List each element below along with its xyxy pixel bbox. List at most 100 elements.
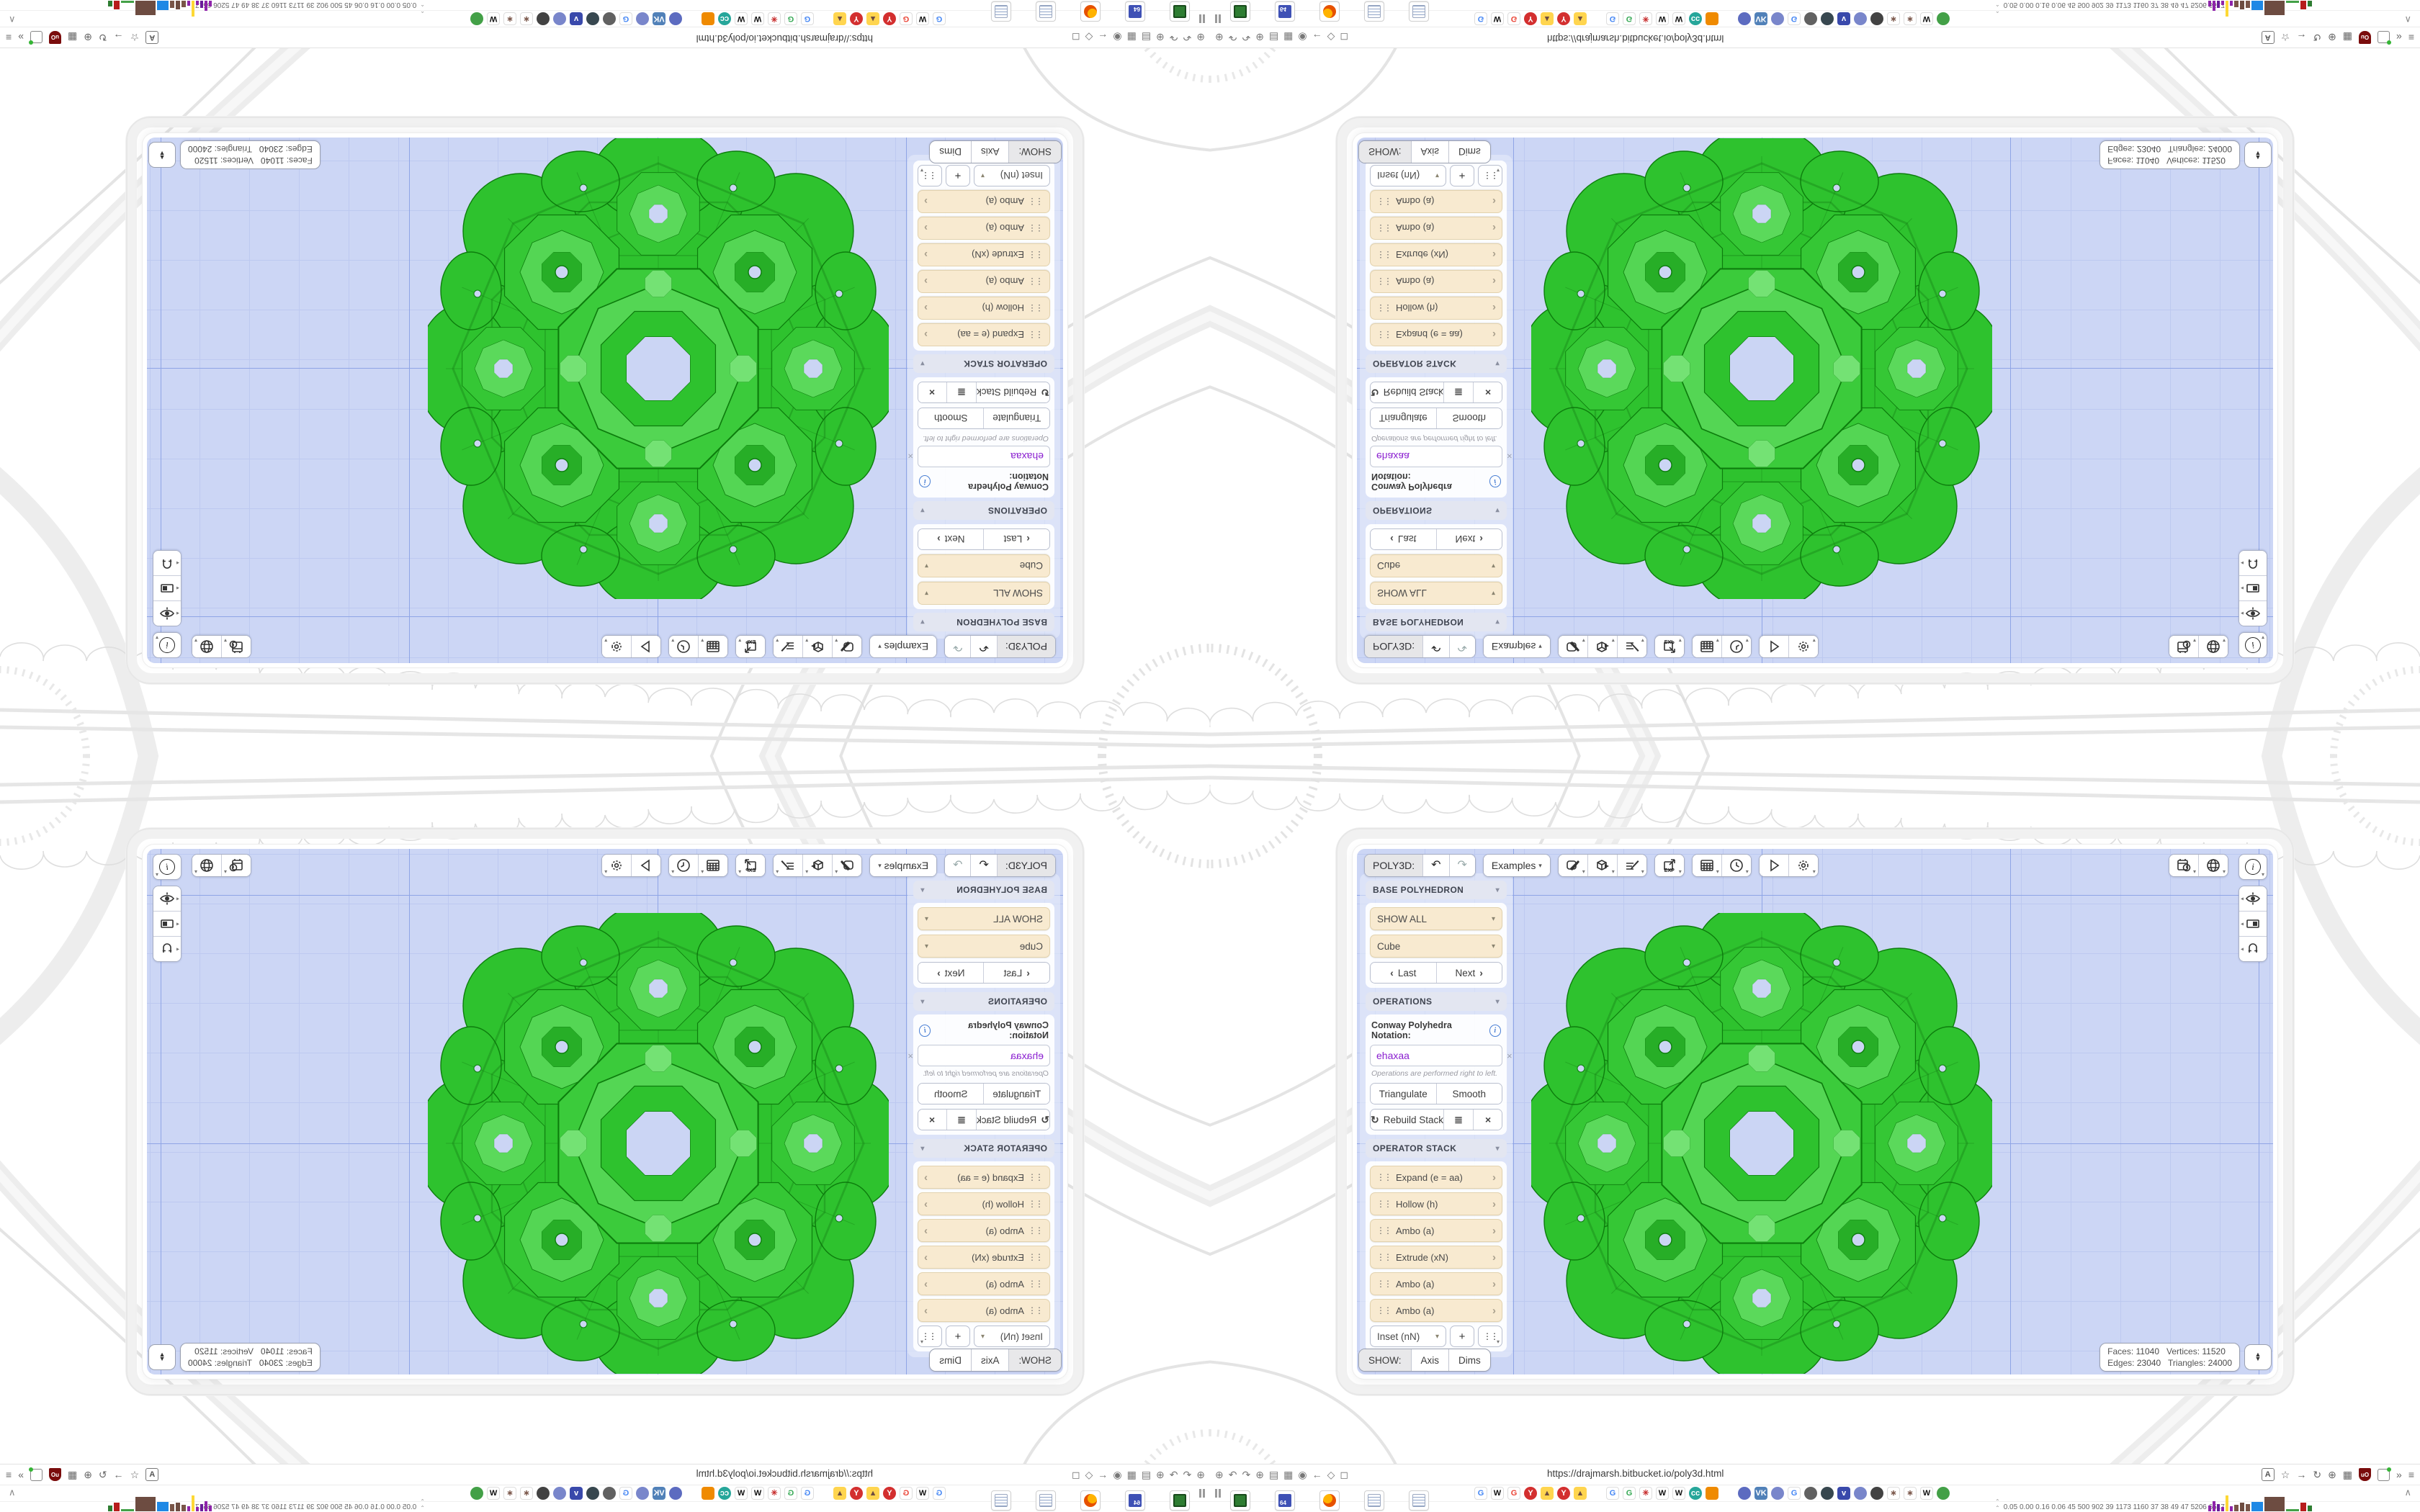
favicon[interactable]: [537, 12, 550, 25]
section-operator-stack[interactable]: OPERATOR STACK ▾: [913, 1139, 1054, 1158]
firefox-icon[interactable]: [1319, 1490, 1340, 1511]
favicon[interactable]: [669, 12, 682, 25]
bookmark-star-icon[interactable]: ☆: [130, 32, 140, 43]
info-icon[interactable]: i: [919, 1024, 931, 1037]
panel-toggle-button[interactable]: ◂: [2239, 911, 2267, 936]
nav-icon[interactable]: ◉: [1298, 32, 1307, 43]
clear-icon[interactable]: ×: [908, 1050, 913, 1061]
stack-list-button[interactable]: ≣: [946, 382, 977, 402]
drive-app-icon[interactable]: [1170, 1490, 1190, 1511]
export-button[interactable]: EXP ▾: [736, 855, 766, 876]
favicon[interactable]: v: [1837, 1487, 1850, 1500]
favicon[interactable]: VK: [1754, 12, 1767, 25]
favicon[interactable]: W: [1920, 12, 1933, 25]
dims-toggle[interactable]: Dims: [930, 141, 972, 163]
notation-input[interactable]: [913, 1050, 1044, 1061]
panel-toggle-button[interactable]: ◂: [153, 576, 181, 601]
stack-item[interactable]: ⋮⋮ Hollow (h) ›: [1370, 1192, 1502, 1215]
chevron-up-icon[interactable]: ∧: [9, 1487, 16, 1498]
favicon[interactable]: G: [900, 1487, 913, 1500]
info-button[interactable]: i ▾: [2238, 854, 2267, 880]
shape-dropdown[interactable]: Cube ▾: [918, 935, 1050, 958]
forward-icon[interactable]: →: [2296, 1469, 2307, 1480]
viewport-3d[interactable]: POLY3D: ↶ ↷ Examples ▾ ▾: [1357, 849, 2273, 1374]
translate-icon[interactable]: A: [2261, 31, 2275, 44]
add-operator-button[interactable]: +: [946, 165, 970, 186]
last-button[interactable]: ‹ Last: [984, 529, 1049, 549]
favicon[interactable]: [470, 12, 483, 25]
menu-icon[interactable]: ≡: [2408, 1469, 2414, 1480]
emulator-app-icon[interactable]: [1125, 1, 1145, 22]
hand-extension-icon[interactable]: [2378, 1467, 2392, 1481]
favicon[interactable]: ✳: [1639, 12, 1652, 25]
favicon[interactable]: G: [801, 12, 814, 25]
clear-icon[interactable]: ×: [908, 451, 913, 462]
polyhedron-model[interactable]: [1531, 138, 1992, 599]
play-button[interactable]: [632, 636, 661, 657]
clock-button[interactable]: ▾: [669, 855, 699, 876]
favicon[interactable]: [636, 12, 649, 25]
notepad-icon[interactable]: [1036, 1490, 1056, 1511]
favicon[interactable]: ▲: [1541, 1487, 1554, 1500]
favicon[interactable]: ▲: [1574, 12, 1587, 25]
translate-icon[interactable]: A: [145, 1468, 159, 1481]
drag-handle-icon[interactable]: ⋮⋮: [1029, 1279, 1044, 1289]
info-button[interactable]: i ▾: [153, 854, 182, 880]
play-button[interactable]: [632, 855, 661, 876]
axis-toggle[interactable]: Axis: [1410, 141, 1449, 163]
favicon[interactable]: v: [570, 12, 583, 25]
operator-more-button[interactable]: ⋮⋮ ▾: [918, 165, 942, 186]
nav-icon[interactable]: ←: [1098, 1469, 1108, 1480]
drag-handle-icon[interactable]: ⋮⋮: [1029, 197, 1044, 207]
drag-handle-icon[interactable]: ⋮⋮: [1376, 250, 1391, 260]
smooth-button[interactable]: Smooth: [1435, 408, 1502, 428]
favicon[interactable]: ▲: [833, 12, 846, 25]
add-operator-button[interactable]: +: [1450, 165, 1474, 186]
favicon[interactable]: [1706, 12, 1718, 25]
favicon[interactable]: VK: [653, 1487, 666, 1500]
examples-dropdown[interactable]: Examples ▾: [1483, 855, 1550, 876]
favicon[interactable]: v: [570, 1487, 583, 1500]
panel-toggle-button[interactable]: ◂: [2239, 576, 2267, 601]
section-operator-stack[interactable]: OPERATOR STACK ▾: [913, 354, 1054, 373]
show-all-dropdown[interactable]: SHOW ALL ▾: [1370, 907, 1502, 930]
info-button[interactable]: i ▾: [153, 632, 182, 658]
settings-button[interactable]: ▾: [602, 636, 632, 657]
stack-item[interactable]: ⋮⋮ Ambo (a) ›: [1370, 1272, 1502, 1295]
nav-icon[interactable]: ▤: [1268, 1469, 1279, 1480]
nav-icon[interactable]: ↷: [1169, 32, 1178, 43]
translate-icon[interactable]: A: [145, 31, 159, 44]
favicon[interactable]: Y: [1557, 1487, 1570, 1500]
examples-dropdown[interactable]: Examples ▾: [1483, 636, 1550, 657]
info-button[interactable]: i ▾: [2238, 632, 2267, 658]
favicon[interactable]: VK: [1754, 1487, 1767, 1500]
snap-button[interactable]: ◂: [2239, 936, 2267, 961]
stack-list-button[interactable]: ≣: [946, 1110, 977, 1130]
favicon[interactable]: Y: [850, 12, 863, 25]
viewport-3d[interactable]: POLY3D: ↶ ↷ Examples ▾ ▾: [1357, 138, 2273, 663]
favicon[interactable]: ∗: [1887, 1487, 1900, 1500]
favicon[interactable]: G: [1788, 12, 1801, 25]
nav-icon[interactable]: ⊕: [1156, 1469, 1165, 1480]
reload-icon[interactable]: ↻: [98, 1469, 107, 1480]
rebuild-stack-button[interactable]: ↻ Rebuild Stack: [976, 1110, 1049, 1130]
favicon[interactable]: [1738, 1487, 1751, 1500]
play-button[interactable]: [1759, 855, 1788, 876]
favicon[interactable]: [537, 1487, 550, 1500]
appearance-button[interactable]: ▾: [1558, 636, 1587, 657]
add-operator-button[interactable]: +: [1450, 1326, 1474, 1347]
favicon[interactable]: W: [1672, 1487, 1685, 1500]
nav-icon[interactable]: ⊕: [1196, 32, 1205, 43]
nav-icon[interactable]: ▤: [1141, 1469, 1152, 1480]
forward-icon[interactable]: →: [2296, 32, 2307, 43]
rebuild-stack-button[interactable]: ↻ Rebuild Stack: [976, 382, 1049, 402]
notation-input[interactable]: [913, 451, 1044, 462]
menu-icon[interactable]: ≡: [6, 1469, 12, 1480]
stack-item[interactable]: ⋮⋮ Ambo (a) ›: [1370, 1299, 1502, 1322]
rebuild-stack-button[interactable]: ↻ Rebuild Stack: [1371, 382, 1444, 402]
translate-icon[interactable]: A: [2261, 1468, 2275, 1481]
drag-handle-icon[interactable]: ⋮⋮: [1029, 1252, 1044, 1262]
notation-input[interactable]: [1376, 451, 1507, 462]
nav-icon[interactable]: ⊕: [1215, 1469, 1224, 1480]
stack-clear-button[interactable]: ×: [1473, 382, 1502, 402]
